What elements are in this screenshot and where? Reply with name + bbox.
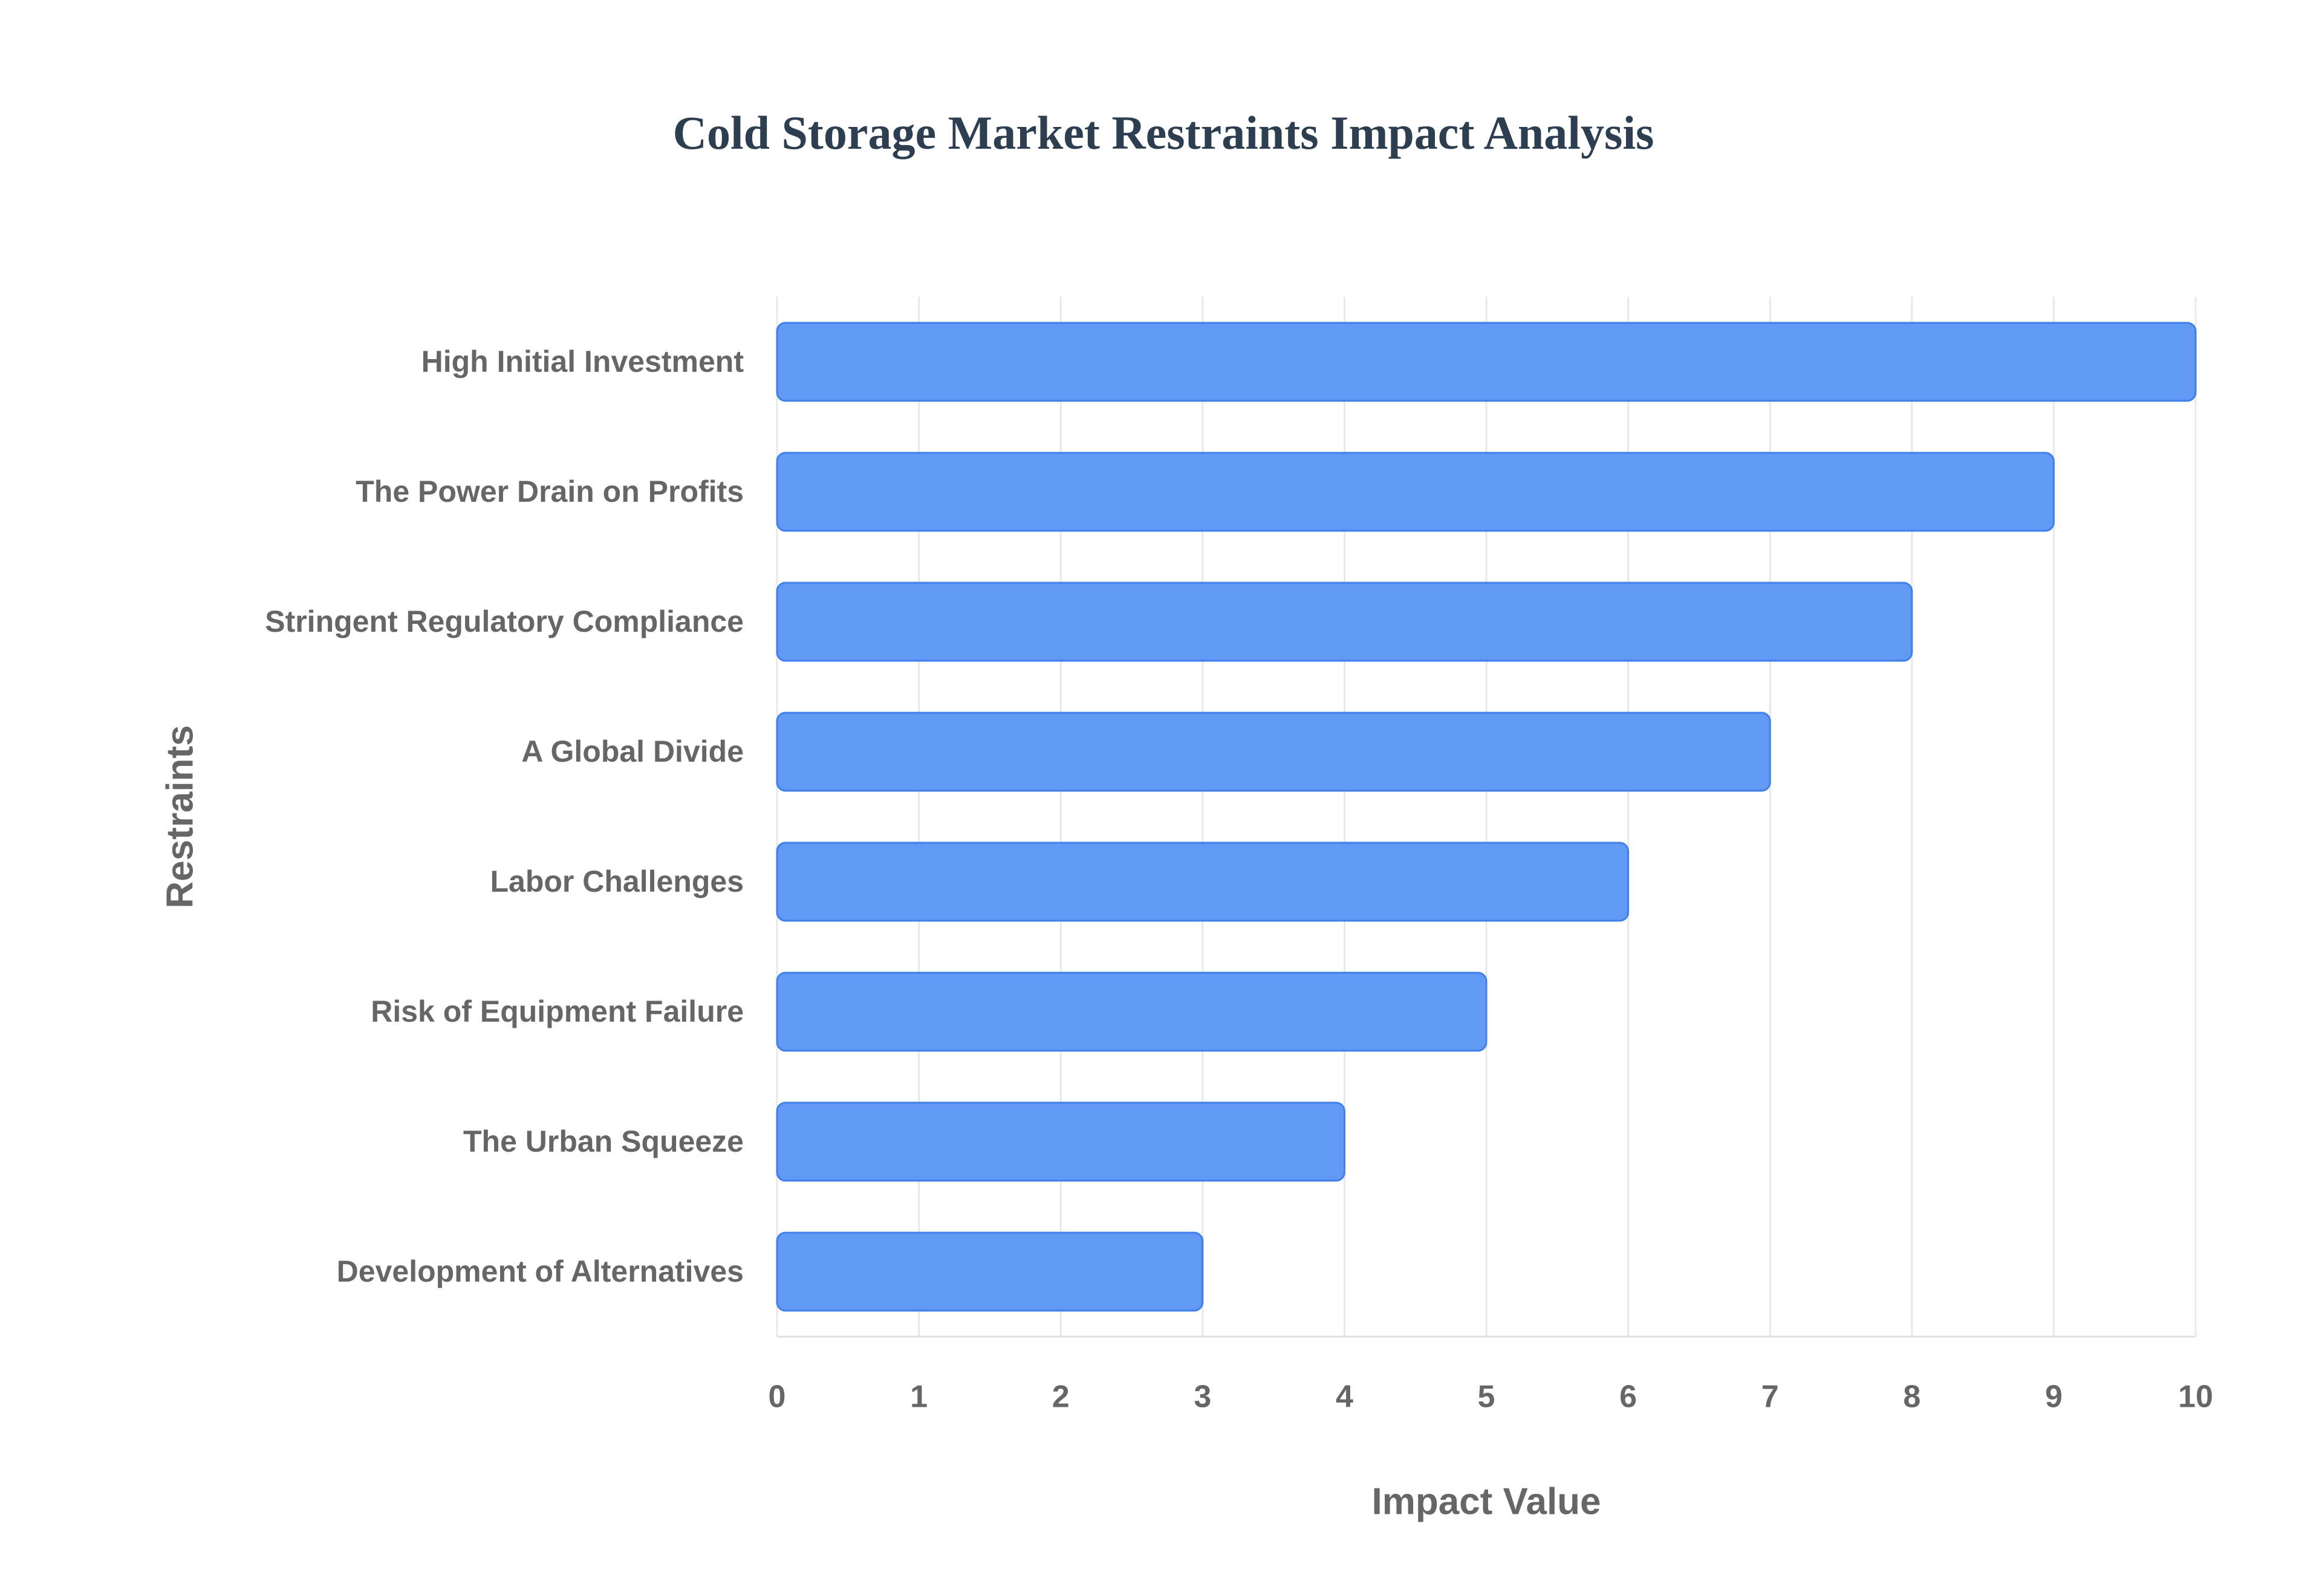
y-tick-label: High Initial Investment — [421, 345, 744, 378]
bar — [776, 452, 2055, 532]
y-tick-label: The Power Drain on Profits — [356, 475, 744, 508]
x-tick-label: 9 — [2045, 1380, 2063, 1415]
y-tick-label: Risk of Equipment Failure — [371, 994, 744, 1028]
x-tick-label: 8 — [1903, 1380, 1920, 1415]
y-tick-label-box: Risk of Equipment Failure — [371, 994, 744, 1028]
y-tick-label: Development of Alternatives — [336, 1254, 744, 1288]
x-tick-label: 5 — [1478, 1380, 1495, 1415]
y-tick-label-box: The Power Drain on Profits — [356, 475, 744, 508]
y-tick-label-box: A Global Divide — [521, 735, 744, 768]
y-tick-label-box: Development of Alternatives — [336, 1254, 744, 1288]
bar — [776, 972, 1488, 1052]
bar — [776, 322, 2197, 402]
y-tick-label-box: High Initial Investment — [421, 345, 744, 378]
x-tick-label: 4 — [1336, 1380, 1353, 1415]
y-tick-label-box: Labor Challenges — [490, 864, 744, 898]
x-tick-label: 6 — [1619, 1380, 1637, 1415]
bar — [776, 842, 1630, 922]
bar — [776, 1101, 1345, 1182]
x-tick-label: 2 — [1052, 1380, 1070, 1415]
y-axis-title: Restraints — [159, 725, 201, 908]
y-tick-label: Labor Challenges — [490, 864, 744, 898]
bar — [776, 712, 1771, 792]
y-tick-label-box: Stringent Regulatory Compliance — [265, 605, 744, 638]
y-tick-label: A Global Divide — [521, 735, 744, 768]
x-tick-label: 1 — [910, 1380, 928, 1415]
x-axis-title: Impact Value — [1371, 1481, 1601, 1522]
x-tick-label: 0 — [769, 1380, 786, 1415]
chart-title: Cold Storage Market Restraints Impact An… — [673, 106, 1654, 159]
x-tick-label: 7 — [1761, 1380, 1779, 1415]
bar — [776, 582, 1913, 662]
y-tick-label-box: The Urban Squeeze — [463, 1124, 744, 1158]
y-tick-label: The Urban Squeeze — [463, 1124, 744, 1158]
bar — [776, 1231, 1204, 1312]
y-tick-label: Stringent Regulatory Compliance — [265, 605, 744, 638]
x-tick-label: 3 — [1194, 1380, 1211, 1415]
x-tick-label: 10 — [2178, 1380, 2213, 1415]
